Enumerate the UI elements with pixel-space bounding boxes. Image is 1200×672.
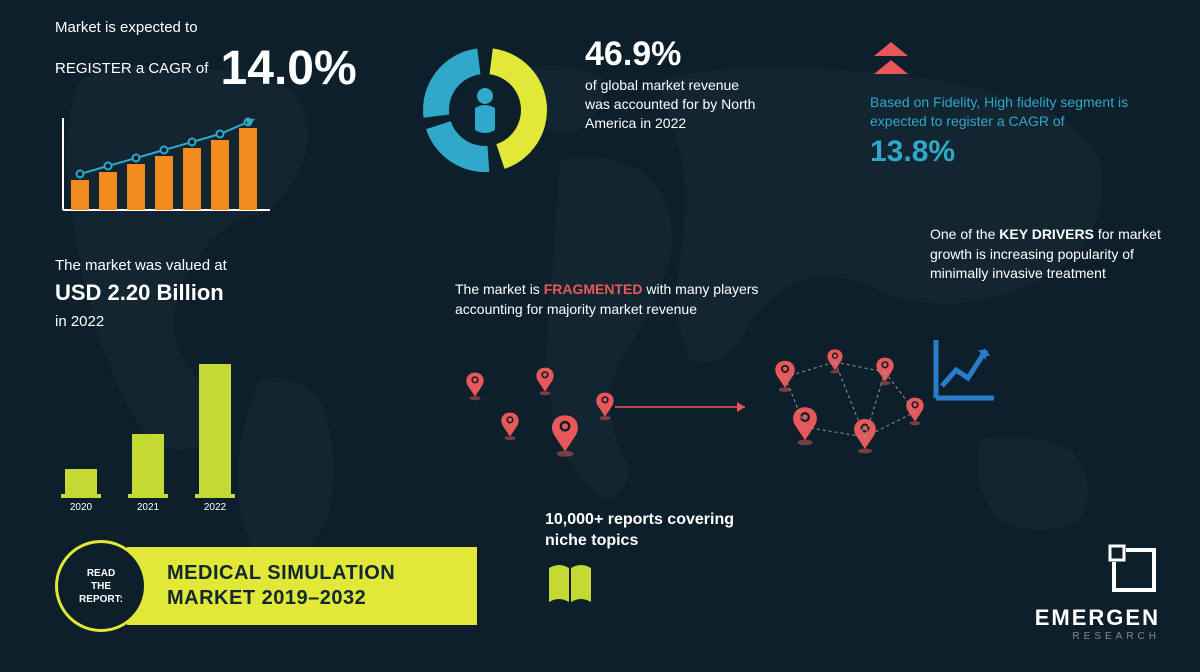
drivers-text: One of the KEY DRIVERS for market growth… bbox=[930, 225, 1170, 284]
cagr-text: Market is expected to REGISTER a CAGR of… bbox=[55, 18, 375, 100]
svg-text:2020: 2020 bbox=[70, 502, 93, 513]
badge-l1: READ bbox=[87, 568, 115, 579]
report-section: READ THE REPORT: MEDICAL SIMULATION MARK… bbox=[55, 540, 477, 632]
logo-icon bbox=[1108, 544, 1160, 596]
market-value-section: The market was valued at USD 2.20 Billio… bbox=[55, 255, 335, 519]
report-banner-text: MEDICAL SIMULATION MARKET 2019–2032 bbox=[167, 561, 447, 611]
logo-sub: RESEARCH bbox=[1035, 631, 1160, 642]
fragmented-section: The market is FRAGMENTED with many playe… bbox=[455, 280, 775, 482]
svg-text:2022: 2022 bbox=[204, 502, 227, 513]
cagr-section: Market is expected to REGISTER a CAGR of… bbox=[55, 18, 375, 225]
double-chevron-up-icon bbox=[870, 40, 912, 82]
svg-text:2021: 2021 bbox=[137, 502, 160, 513]
fidelity-text: Based on Fidelity, High fidelity segment… bbox=[870, 93, 1150, 131]
market-value-bar-chart: 2020 2021 2022 bbox=[55, 344, 285, 514]
badge-l3: REPORT: bbox=[79, 594, 123, 605]
fragmented-before: The market is bbox=[455, 281, 544, 297]
book-icon bbox=[545, 562, 595, 606]
logo-section: EMERGEN RESEARCH bbox=[1035, 544, 1160, 642]
badge-l2: THE bbox=[91, 581, 111, 592]
donut-section bbox=[410, 35, 570, 190]
donut-value: 46.9% bbox=[585, 35, 765, 74]
logo-brand: EMERGEN bbox=[1035, 605, 1160, 631]
report-banner: MEDICAL SIMULATION MARKET 2019–2032 bbox=[127, 547, 477, 625]
cagr-bar-chart bbox=[55, 110, 275, 220]
drivers-bold: KEY DRIVERS bbox=[999, 226, 1094, 242]
drivers-before: One of the bbox=[930, 226, 999, 242]
reports-count-section: 10,000+ reports covering niche topics bbox=[545, 510, 765, 611]
cagr-prefix: Market is expected to bbox=[55, 19, 198, 36]
fragmented-text: The market is FRAGMENTED with many playe… bbox=[455, 280, 775, 319]
market-value-prefix: The market was valued at bbox=[55, 257, 227, 274]
market-value-text: The market was valued at USD 2.20 Billio… bbox=[55, 255, 335, 332]
cagr-line2: REGISTER a CAGR of bbox=[55, 60, 208, 77]
donut-text: 46.9% of global market revenue was accou… bbox=[585, 35, 765, 133]
donut-desc: of global market revenue was accounted f… bbox=[585, 76, 765, 133]
market-value-suffix: in 2022 bbox=[55, 313, 104, 330]
network-graphic bbox=[455, 337, 935, 477]
fidelity-section: Based on Fidelity, High fidelity segment… bbox=[870, 40, 1150, 169]
drivers-section: One of the KEY DRIVERS for market growth… bbox=[930, 225, 1170, 409]
fragmented-highlight: FRAGMENTED bbox=[544, 281, 643, 297]
donut-chart bbox=[410, 35, 560, 185]
cagr-value: 14.0% bbox=[221, 38, 357, 100]
reports-count-text: 10,000+ reports covering niche topics bbox=[545, 510, 765, 552]
fidelity-value: 13.8% bbox=[870, 135, 1150, 169]
read-report-badge[interactable]: READ THE REPORT: bbox=[55, 540, 147, 632]
market-value-amount: USD 2.20 Billion bbox=[55, 278, 335, 309]
growth-chart-icon bbox=[930, 334, 1000, 404]
